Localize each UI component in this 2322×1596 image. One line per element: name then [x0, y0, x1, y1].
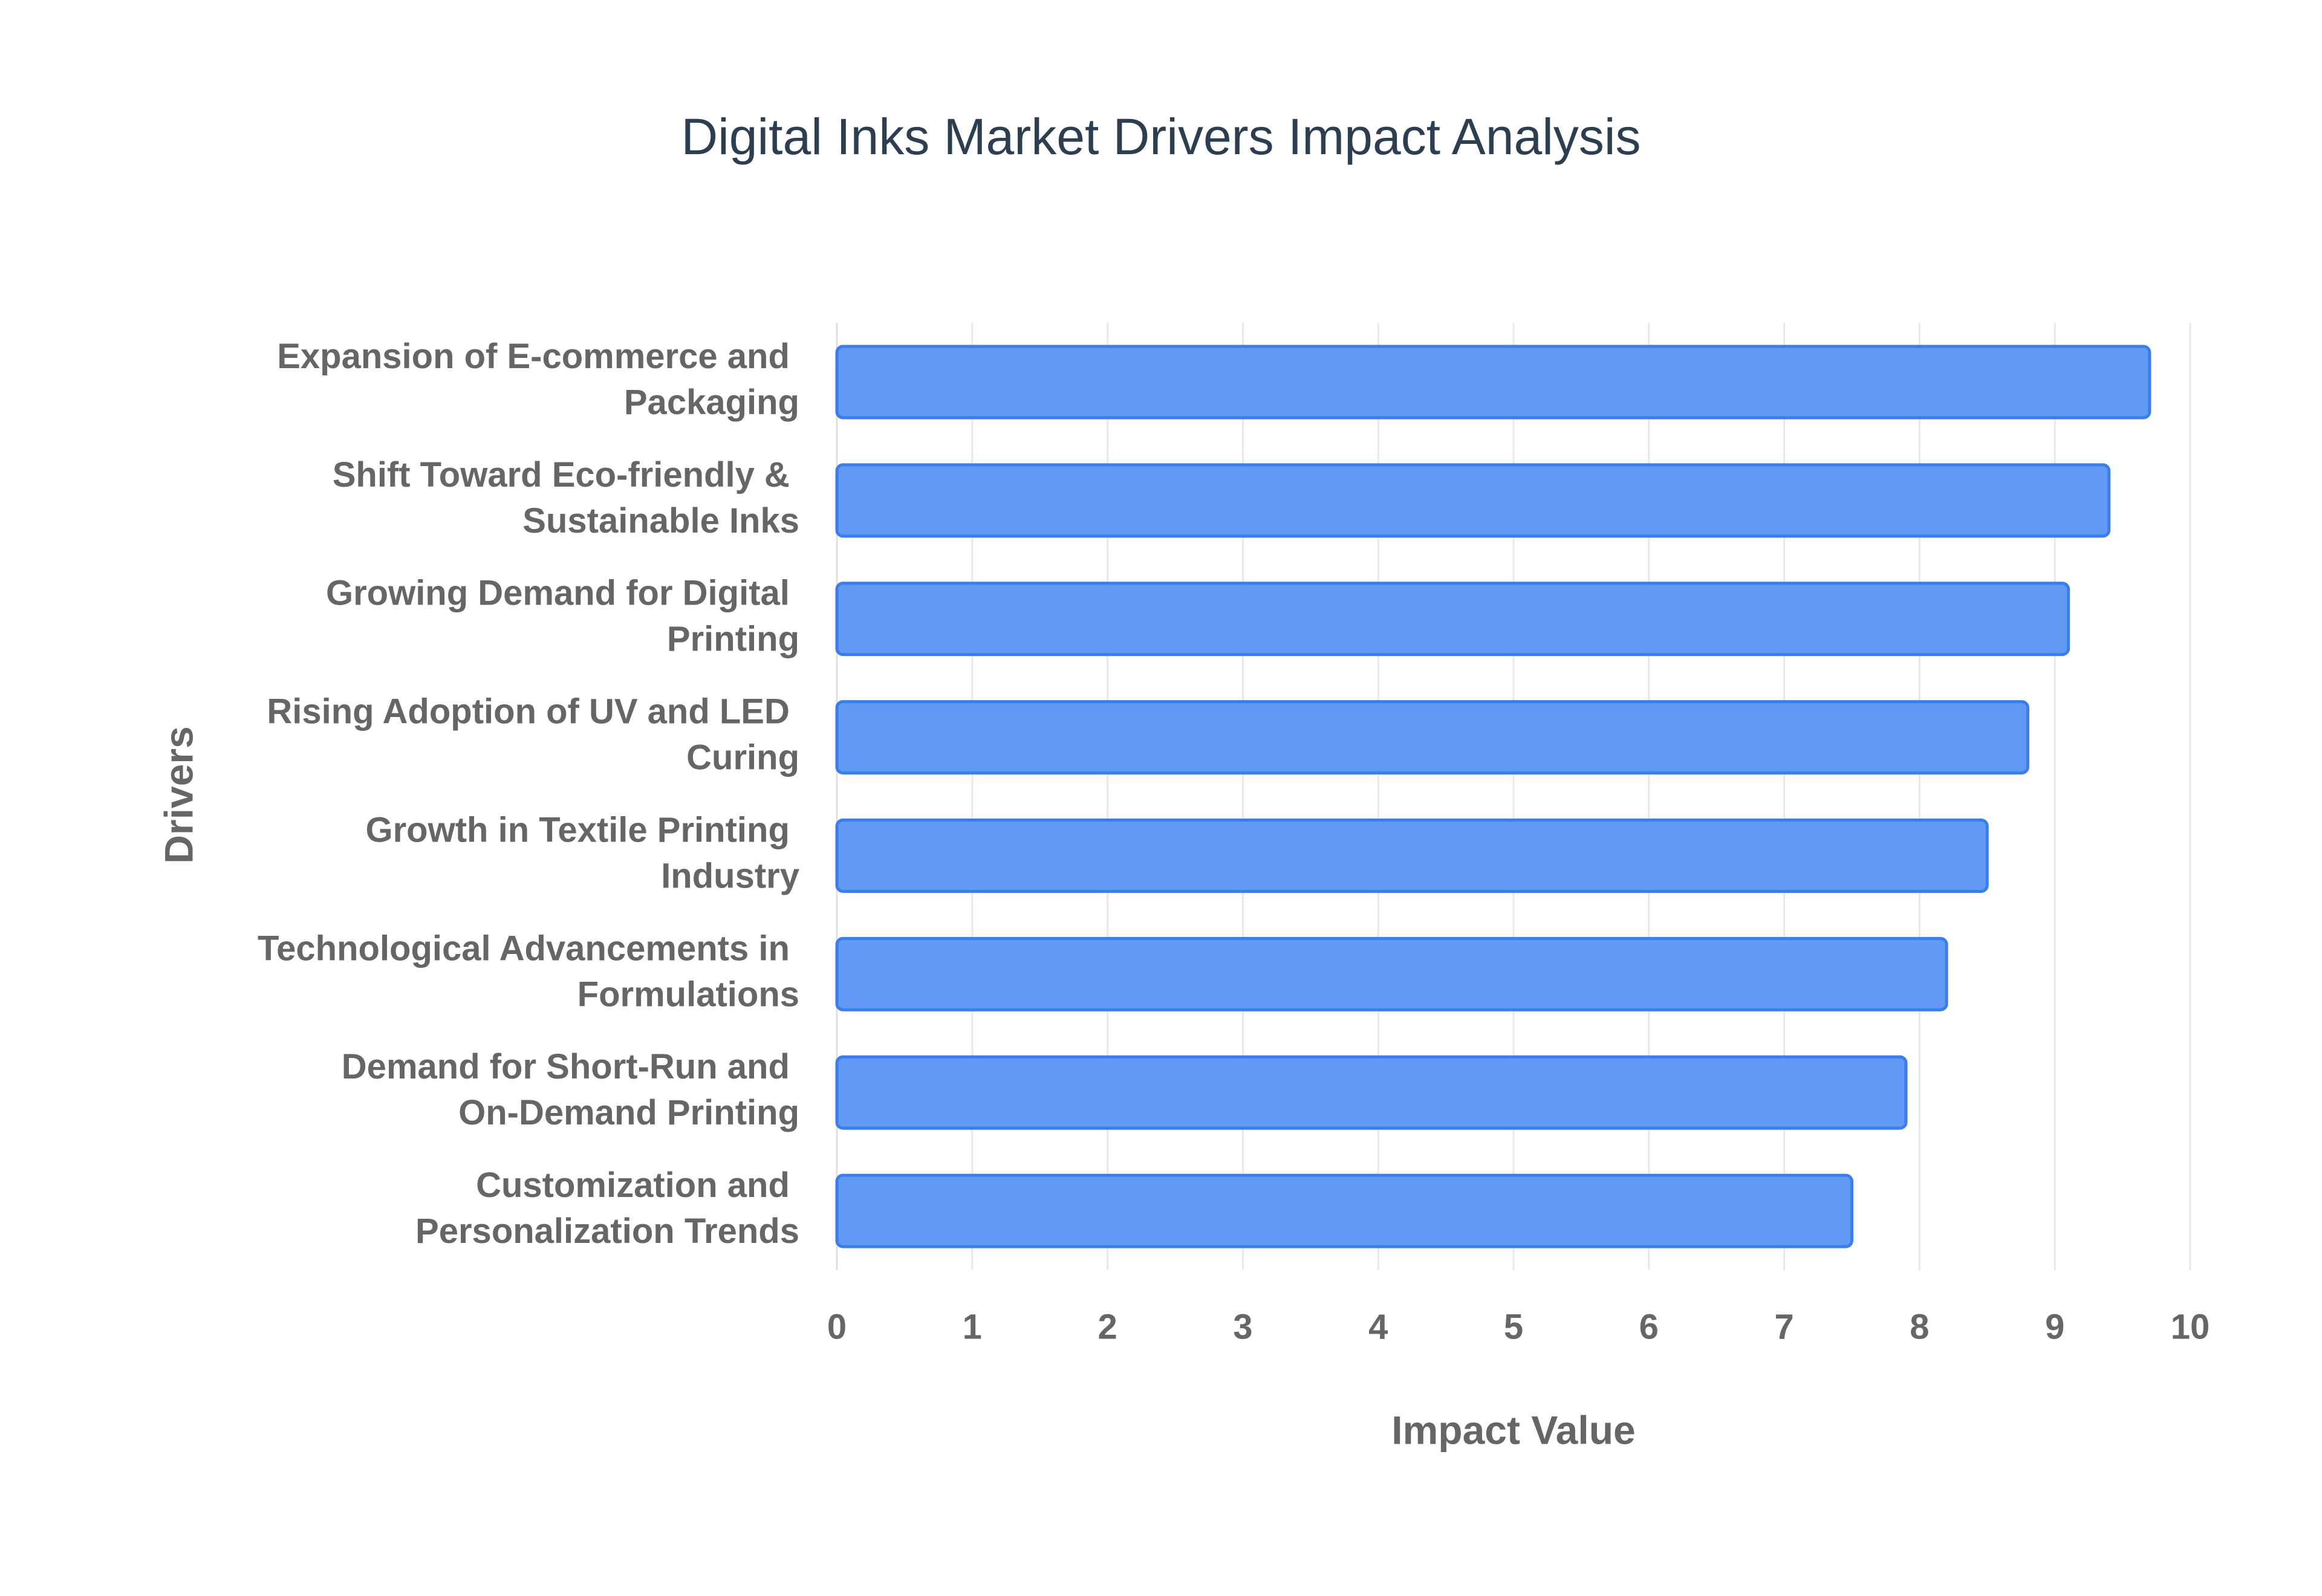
- x-tick-label: 5: [1504, 1307, 1523, 1346]
- bar: [835, 463, 2111, 538]
- chart-title: Digital Inks Market Drivers Impact Analy…: [681, 108, 1641, 165]
- bar: [835, 936, 1948, 1011]
- bar: [835, 700, 2029, 775]
- x-tick-label: 10: [2171, 1307, 2210, 1346]
- y-tick-label: Shift Toward Eco-friendly & Sustainable …: [333, 455, 799, 540]
- y-tick-label: Expansion of E-commerce and Packaging: [277, 337, 799, 422]
- bar: [835, 1173, 1853, 1248]
- y-tick-label: Customization and Personalization Trends: [415, 1166, 799, 1251]
- y-tick-label: Rising Adoption of UV and LED Curing: [267, 692, 799, 777]
- bar: [835, 818, 1989, 893]
- y-tick-label: Growth in Textile Printing Industry: [366, 811, 800, 896]
- y-tick-label: Demand for Short-Run and On-Demand Print…: [342, 1048, 799, 1133]
- bar: [835, 345, 2151, 420]
- y-axis-title: Drivers: [156, 726, 201, 864]
- y-tick-label: Growing Demand for Digital Printing: [326, 574, 799, 659]
- x-tick-label: 8: [1910, 1307, 1929, 1346]
- x-tick-label: 6: [1639, 1307, 1659, 1346]
- x-tick-label: 3: [1233, 1307, 1252, 1346]
- x-axis-title: Impact Value: [1391, 1407, 1636, 1452]
- x-tick-label: 0: [827, 1307, 847, 1346]
- bar: [835, 582, 2070, 657]
- x-tick-label: 1: [963, 1307, 982, 1346]
- x-tick-label: 9: [2045, 1307, 2064, 1346]
- y-tick-label: Technological Advancements in Formulatio…: [258, 929, 799, 1014]
- bar: [835, 1055, 1908, 1130]
- x-tick-label: 7: [1774, 1307, 1794, 1346]
- x-tick-label: 4: [1368, 1307, 1388, 1346]
- x-tick-label: 2: [1098, 1307, 1117, 1346]
